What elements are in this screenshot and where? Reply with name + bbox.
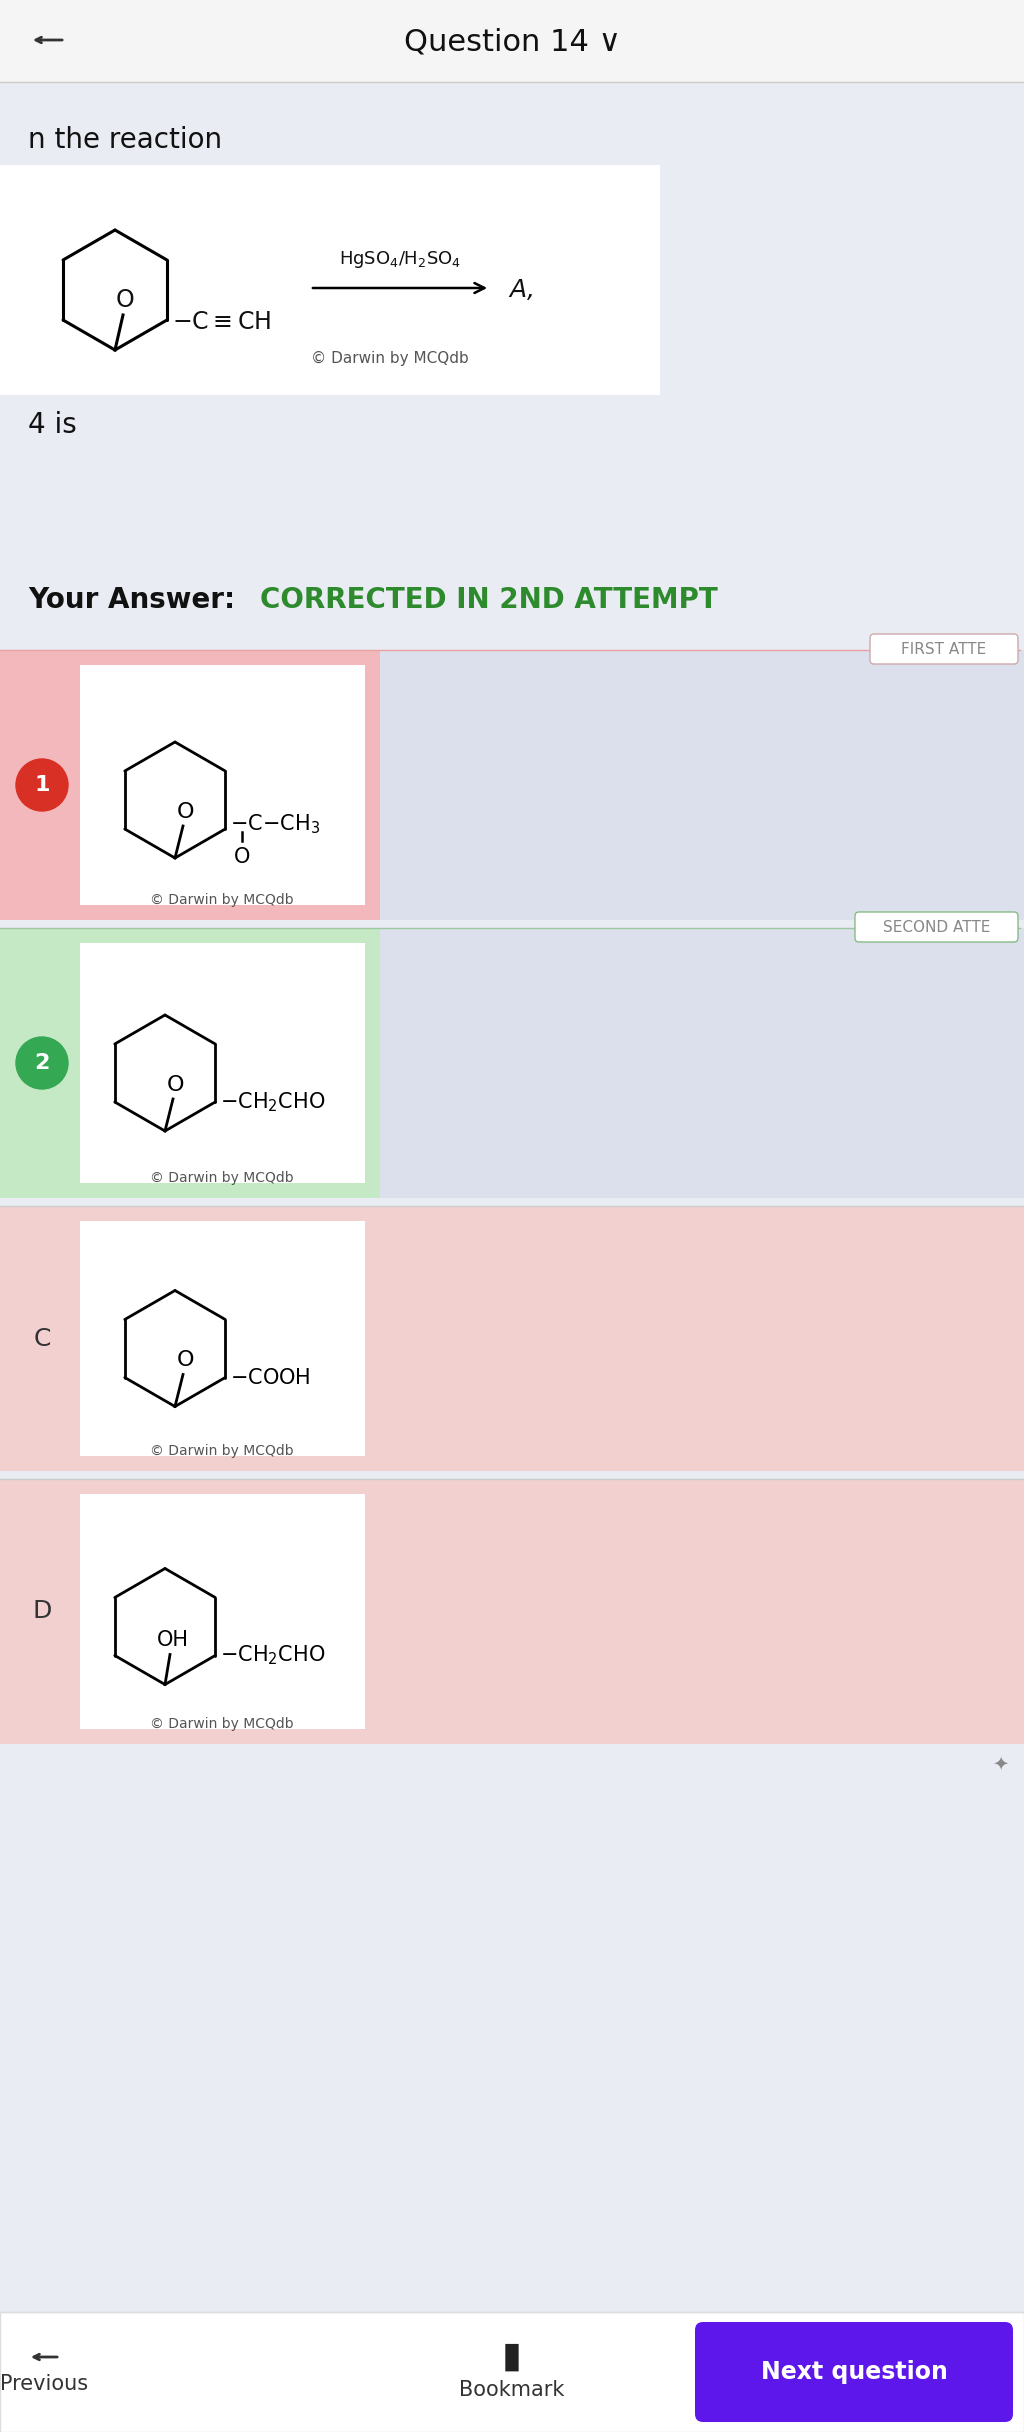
Text: D: D (33, 1600, 51, 1625)
FancyBboxPatch shape (0, 1206, 1024, 1471)
FancyBboxPatch shape (0, 1479, 1024, 1744)
FancyBboxPatch shape (0, 2313, 1024, 2432)
FancyBboxPatch shape (80, 1221, 365, 1457)
Text: O: O (176, 1350, 194, 1372)
Text: C: C (34, 1325, 50, 1350)
FancyBboxPatch shape (380, 929, 1024, 1199)
Text: © Darwin by MCQdb: © Darwin by MCQdb (151, 1170, 294, 1184)
FancyBboxPatch shape (80, 664, 365, 905)
Text: ▮: ▮ (502, 2340, 522, 2374)
FancyBboxPatch shape (0, 0, 1024, 80)
Text: © Darwin by MCQdb: © Darwin by MCQdb (311, 350, 469, 365)
Text: $-$CH$_2$CHO: $-$CH$_2$CHO (220, 1644, 326, 1668)
Text: © Darwin by MCQdb: © Darwin by MCQdb (151, 1445, 294, 1459)
Text: $-$C$\equiv$CH: $-$C$\equiv$CH (172, 309, 271, 333)
Text: $-$COOH: $-$COOH (230, 1367, 310, 1389)
Text: Previous: Previous (0, 2374, 88, 2393)
Text: $A$,: $A$, (508, 277, 534, 302)
Text: Bookmark: Bookmark (460, 2381, 564, 2400)
Text: $-$C$-$CH$_3$: $-$C$-$CH$_3$ (230, 812, 321, 837)
FancyBboxPatch shape (380, 649, 1024, 919)
Text: O: O (166, 1075, 183, 1094)
Text: ✦: ✦ (992, 1753, 1009, 1773)
Text: Next question: Next question (761, 2359, 947, 2383)
Text: 4 is: 4 is (28, 411, 77, 440)
FancyBboxPatch shape (695, 2323, 1013, 2422)
FancyBboxPatch shape (870, 635, 1018, 664)
Text: HgSO$_4$/H$_2$SO$_4$: HgSO$_4$/H$_2$SO$_4$ (339, 248, 461, 270)
Text: Your Answer:: Your Answer: (28, 586, 236, 613)
Text: n the reaction: n the reaction (28, 126, 222, 153)
Text: SECOND ATTE: SECOND ATTE (884, 919, 990, 936)
Text: 2: 2 (35, 1053, 50, 1073)
Circle shape (16, 759, 68, 810)
Text: O: O (116, 287, 134, 311)
Text: © Darwin by MCQdb: © Darwin by MCQdb (151, 1717, 294, 1732)
FancyBboxPatch shape (0, 83, 1024, 2313)
Text: O: O (176, 803, 194, 822)
Text: FIRST ATTE: FIRST ATTE (901, 642, 987, 657)
FancyBboxPatch shape (80, 1493, 365, 1729)
Text: Question 14 ∨: Question 14 ∨ (403, 27, 621, 56)
Text: 1: 1 (34, 776, 50, 795)
Text: OH: OH (157, 1629, 189, 1651)
Text: O: O (234, 846, 251, 866)
Text: $-$CH$_2$CHO: $-$CH$_2$CHO (220, 1090, 326, 1114)
Text: CORRECTED IN 2ND ATTEMPT: CORRECTED IN 2ND ATTEMPT (260, 586, 718, 613)
FancyBboxPatch shape (855, 912, 1018, 941)
Circle shape (16, 1036, 68, 1090)
FancyBboxPatch shape (0, 929, 380, 1199)
Text: © Darwin by MCQdb: © Darwin by MCQdb (151, 893, 294, 907)
FancyBboxPatch shape (0, 165, 660, 394)
FancyBboxPatch shape (0, 649, 380, 919)
FancyBboxPatch shape (80, 944, 365, 1182)
